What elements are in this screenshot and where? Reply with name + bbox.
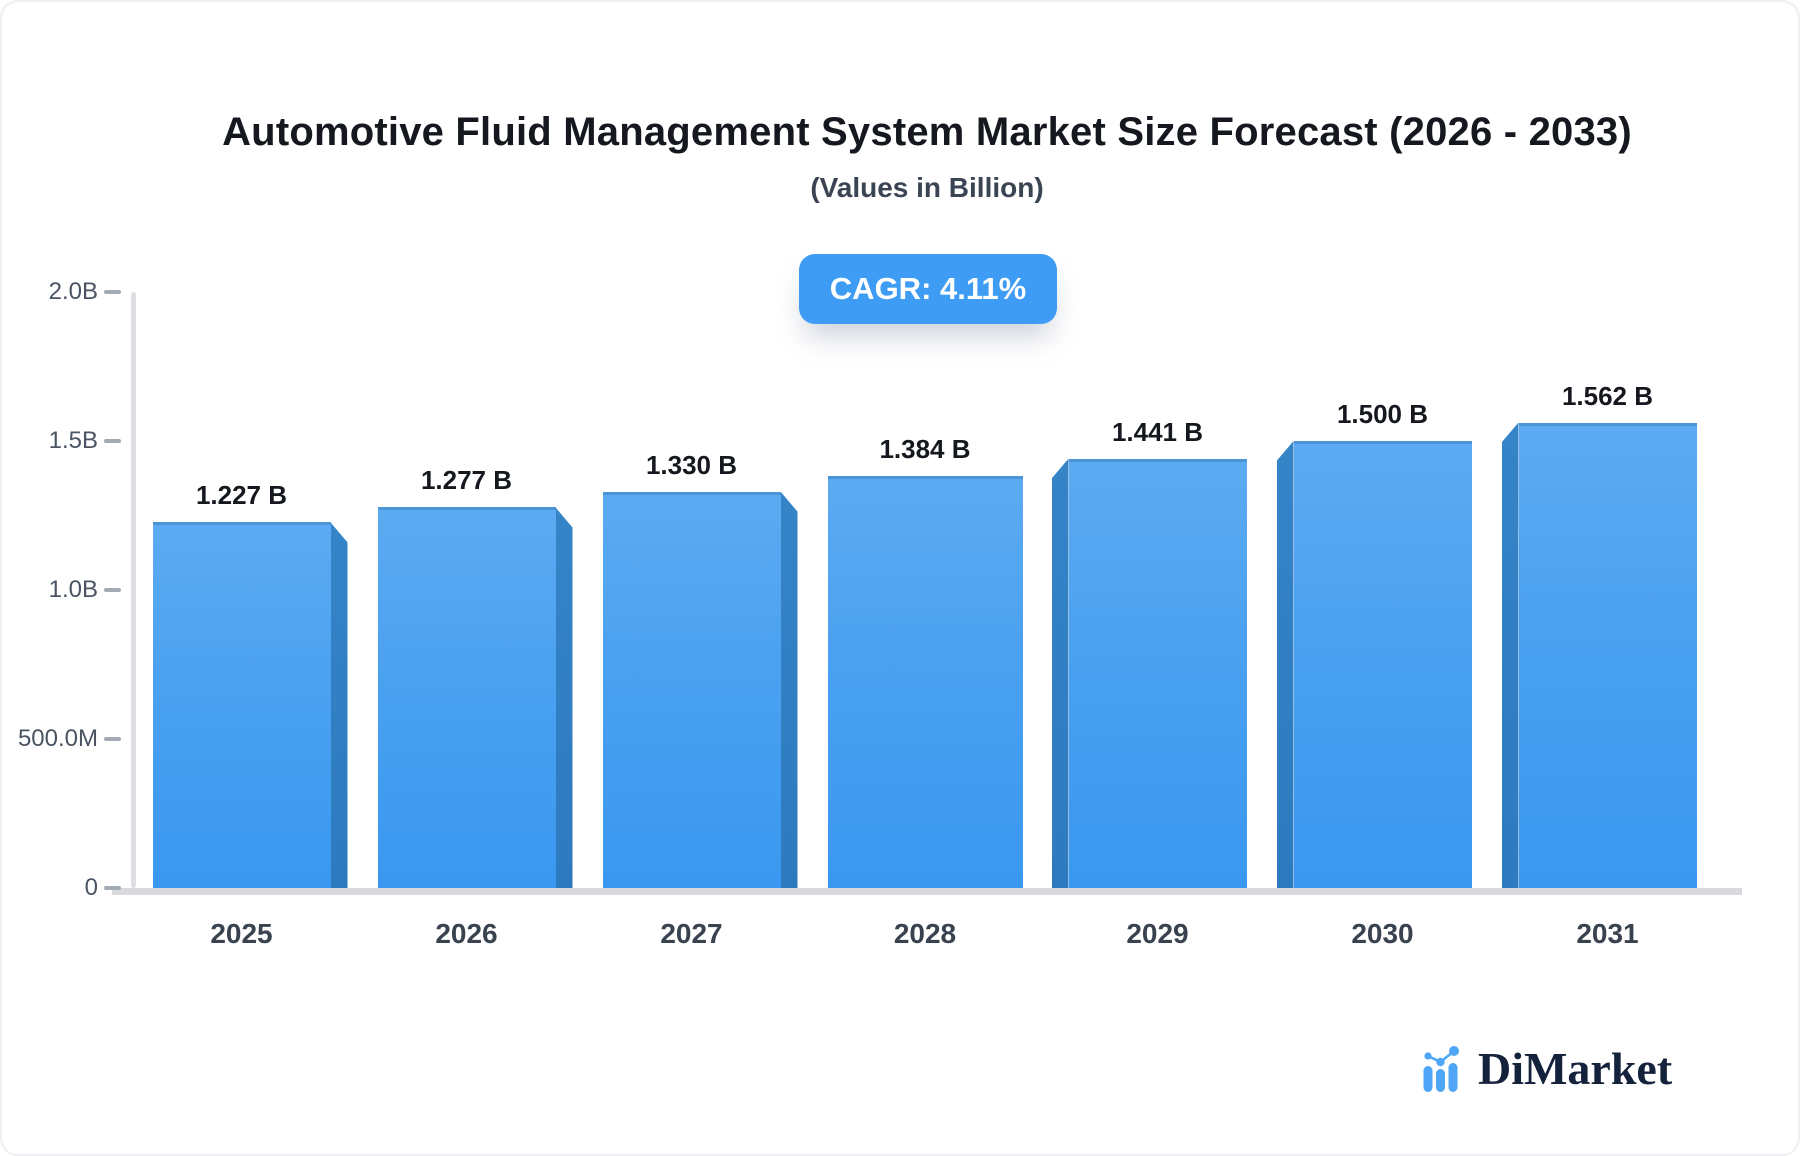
y-axis-tick-mark xyxy=(104,439,121,443)
brand-logo: DiMarket xyxy=(1423,1044,1672,1094)
x-axis-category-label: 2030 xyxy=(1351,918,1414,949)
cagr-badge: CAGR: 4.11% xyxy=(799,254,1057,324)
x-axis-category-label: 2031 xyxy=(1576,918,1639,949)
bar-2027 xyxy=(602,491,798,888)
bar-value-label: 1.562 B xyxy=(1561,380,1654,411)
bar-face xyxy=(827,475,1023,888)
bar-side-shadow xyxy=(1276,441,1294,888)
bar-face xyxy=(377,507,556,888)
x-axis-category-label: 2025 xyxy=(210,918,273,949)
y-axis-tick-label: 0 xyxy=(84,874,98,901)
x-axis-category-label: 2028 xyxy=(893,918,957,949)
chart-title: Automotive Fluid Management System Marke… xyxy=(222,110,1632,154)
bar-value-label: 1.227 B xyxy=(195,480,288,511)
bar-face xyxy=(1293,441,1472,888)
x-axis-baseline xyxy=(112,888,1742,895)
bar-side-shadow xyxy=(1051,458,1069,888)
bar-face xyxy=(152,522,331,888)
bar-side-shadow xyxy=(780,491,798,888)
bar-face xyxy=(1518,422,1697,888)
bar-value-label: 1.384 B xyxy=(879,433,971,464)
bar-side-shadow xyxy=(1501,422,1519,888)
y-axis-tick-label: 1.0B xyxy=(48,576,98,603)
x-axis-category-label: 2026 xyxy=(435,918,498,949)
bar-value-label: 1.330 B xyxy=(645,449,738,480)
y-axis-line xyxy=(131,292,136,888)
bar-value-label: 1.441 B xyxy=(1111,416,1204,447)
bar-value-label: 1.277 B xyxy=(420,465,513,496)
y-axis-tick-label: 1.5B xyxy=(48,427,98,454)
bar-side-shadow xyxy=(330,522,348,888)
bar-2026 xyxy=(377,507,573,888)
bar-2029 xyxy=(1051,458,1247,888)
x-axis-category-label: 2029 xyxy=(1126,918,1189,949)
brand-logo-text: DiMarket xyxy=(1478,1043,1673,1094)
bar-face xyxy=(1068,458,1247,888)
bar-2030 xyxy=(1276,441,1472,888)
x-axis-category-label: 2027 xyxy=(660,918,723,949)
bar-2028 xyxy=(827,475,1023,888)
y-axis-tick-mark xyxy=(104,886,121,890)
cagr-badge-label: CAGR: 4.11% xyxy=(829,271,1027,306)
y-axis-tick-mark xyxy=(104,290,121,294)
bar-value-label: 1.500 B xyxy=(1336,399,1429,429)
y-axis-tick-label: 500.0M xyxy=(17,725,98,752)
bar-side-shadow xyxy=(555,507,573,888)
chart-subtitle: (Values in Billion) xyxy=(810,172,1044,203)
bar-chart-logo-icon xyxy=(1423,1046,1459,1092)
bar-2031 xyxy=(1501,422,1697,888)
bar-face xyxy=(602,491,781,888)
y-axis-tick-label: 2.0B xyxy=(48,278,98,305)
y-axis-tick-mark xyxy=(104,737,121,741)
y-axis-tick-mark xyxy=(104,588,121,592)
bar-2025 xyxy=(152,522,348,888)
